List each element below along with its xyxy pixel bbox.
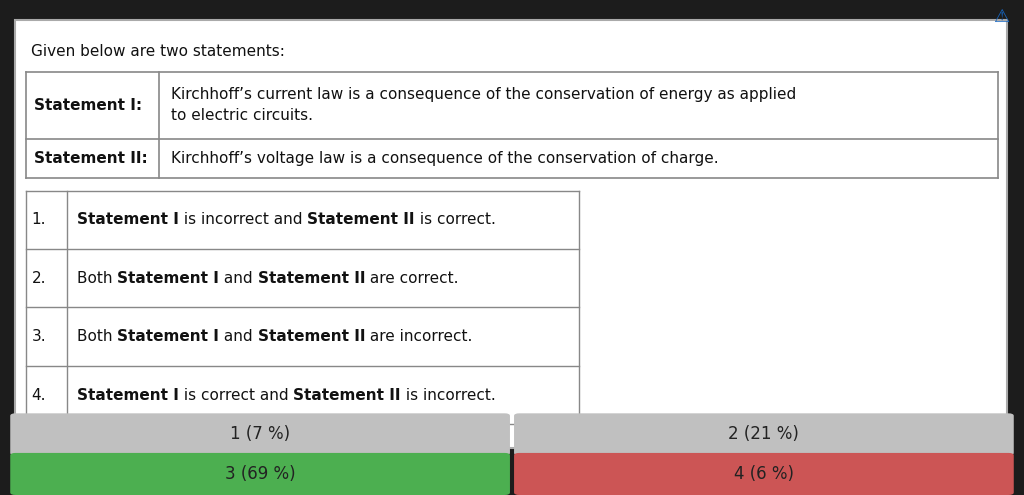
Text: 3.: 3. [32,329,46,344]
Text: Statement II: Statement II [293,388,400,402]
FancyBboxPatch shape [10,413,510,455]
Text: Statement II: Statement II [258,329,365,344]
Text: Statement II: Statement II [258,271,365,286]
Text: and: and [219,329,258,344]
Text: Statement II:: Statement II: [34,151,147,166]
Text: are correct.: are correct. [365,271,459,286]
Text: 1 (7 %): 1 (7 %) [230,425,290,444]
FancyBboxPatch shape [514,453,1014,495]
FancyBboxPatch shape [10,453,510,495]
Text: Both: Both [77,271,117,286]
Text: is incorrect and: is incorrect and [178,212,307,227]
Text: 2 (21 %): 2 (21 %) [728,425,800,444]
Text: 1.: 1. [32,212,46,227]
Text: Both: Both [77,329,117,344]
Text: Statement I: Statement I [117,271,219,286]
Text: Kirchhoff’s current law is a consequence of the conservation of energy as applie: Kirchhoff’s current law is a consequence… [171,87,797,123]
Text: and: and [219,271,258,286]
Text: Statement I: Statement I [77,212,178,227]
FancyBboxPatch shape [514,413,1014,455]
Text: 4 (6 %): 4 (6 %) [734,465,794,483]
Text: 2.: 2. [32,271,46,286]
Text: 3 (69 %): 3 (69 %) [225,465,295,483]
Text: is correct and: is correct and [178,388,293,402]
Text: Statement I:: Statement I: [34,98,142,113]
Text: Kirchhoff’s voltage law is a consequence of the conservation of charge.: Kirchhoff’s voltage law is a consequence… [171,151,719,166]
Text: Statement II: Statement II [307,212,415,227]
Text: is correct.: is correct. [415,212,496,227]
Text: Statement I: Statement I [77,388,178,402]
FancyBboxPatch shape [15,20,1007,448]
Text: ⚠: ⚠ [993,8,1010,26]
Text: Statement I: Statement I [117,329,219,344]
Text: are incorrect.: are incorrect. [365,329,472,344]
Text: Given below are two statements:: Given below are two statements: [31,45,285,59]
Text: 4.: 4. [32,388,46,402]
Text: is incorrect.: is incorrect. [400,388,496,402]
